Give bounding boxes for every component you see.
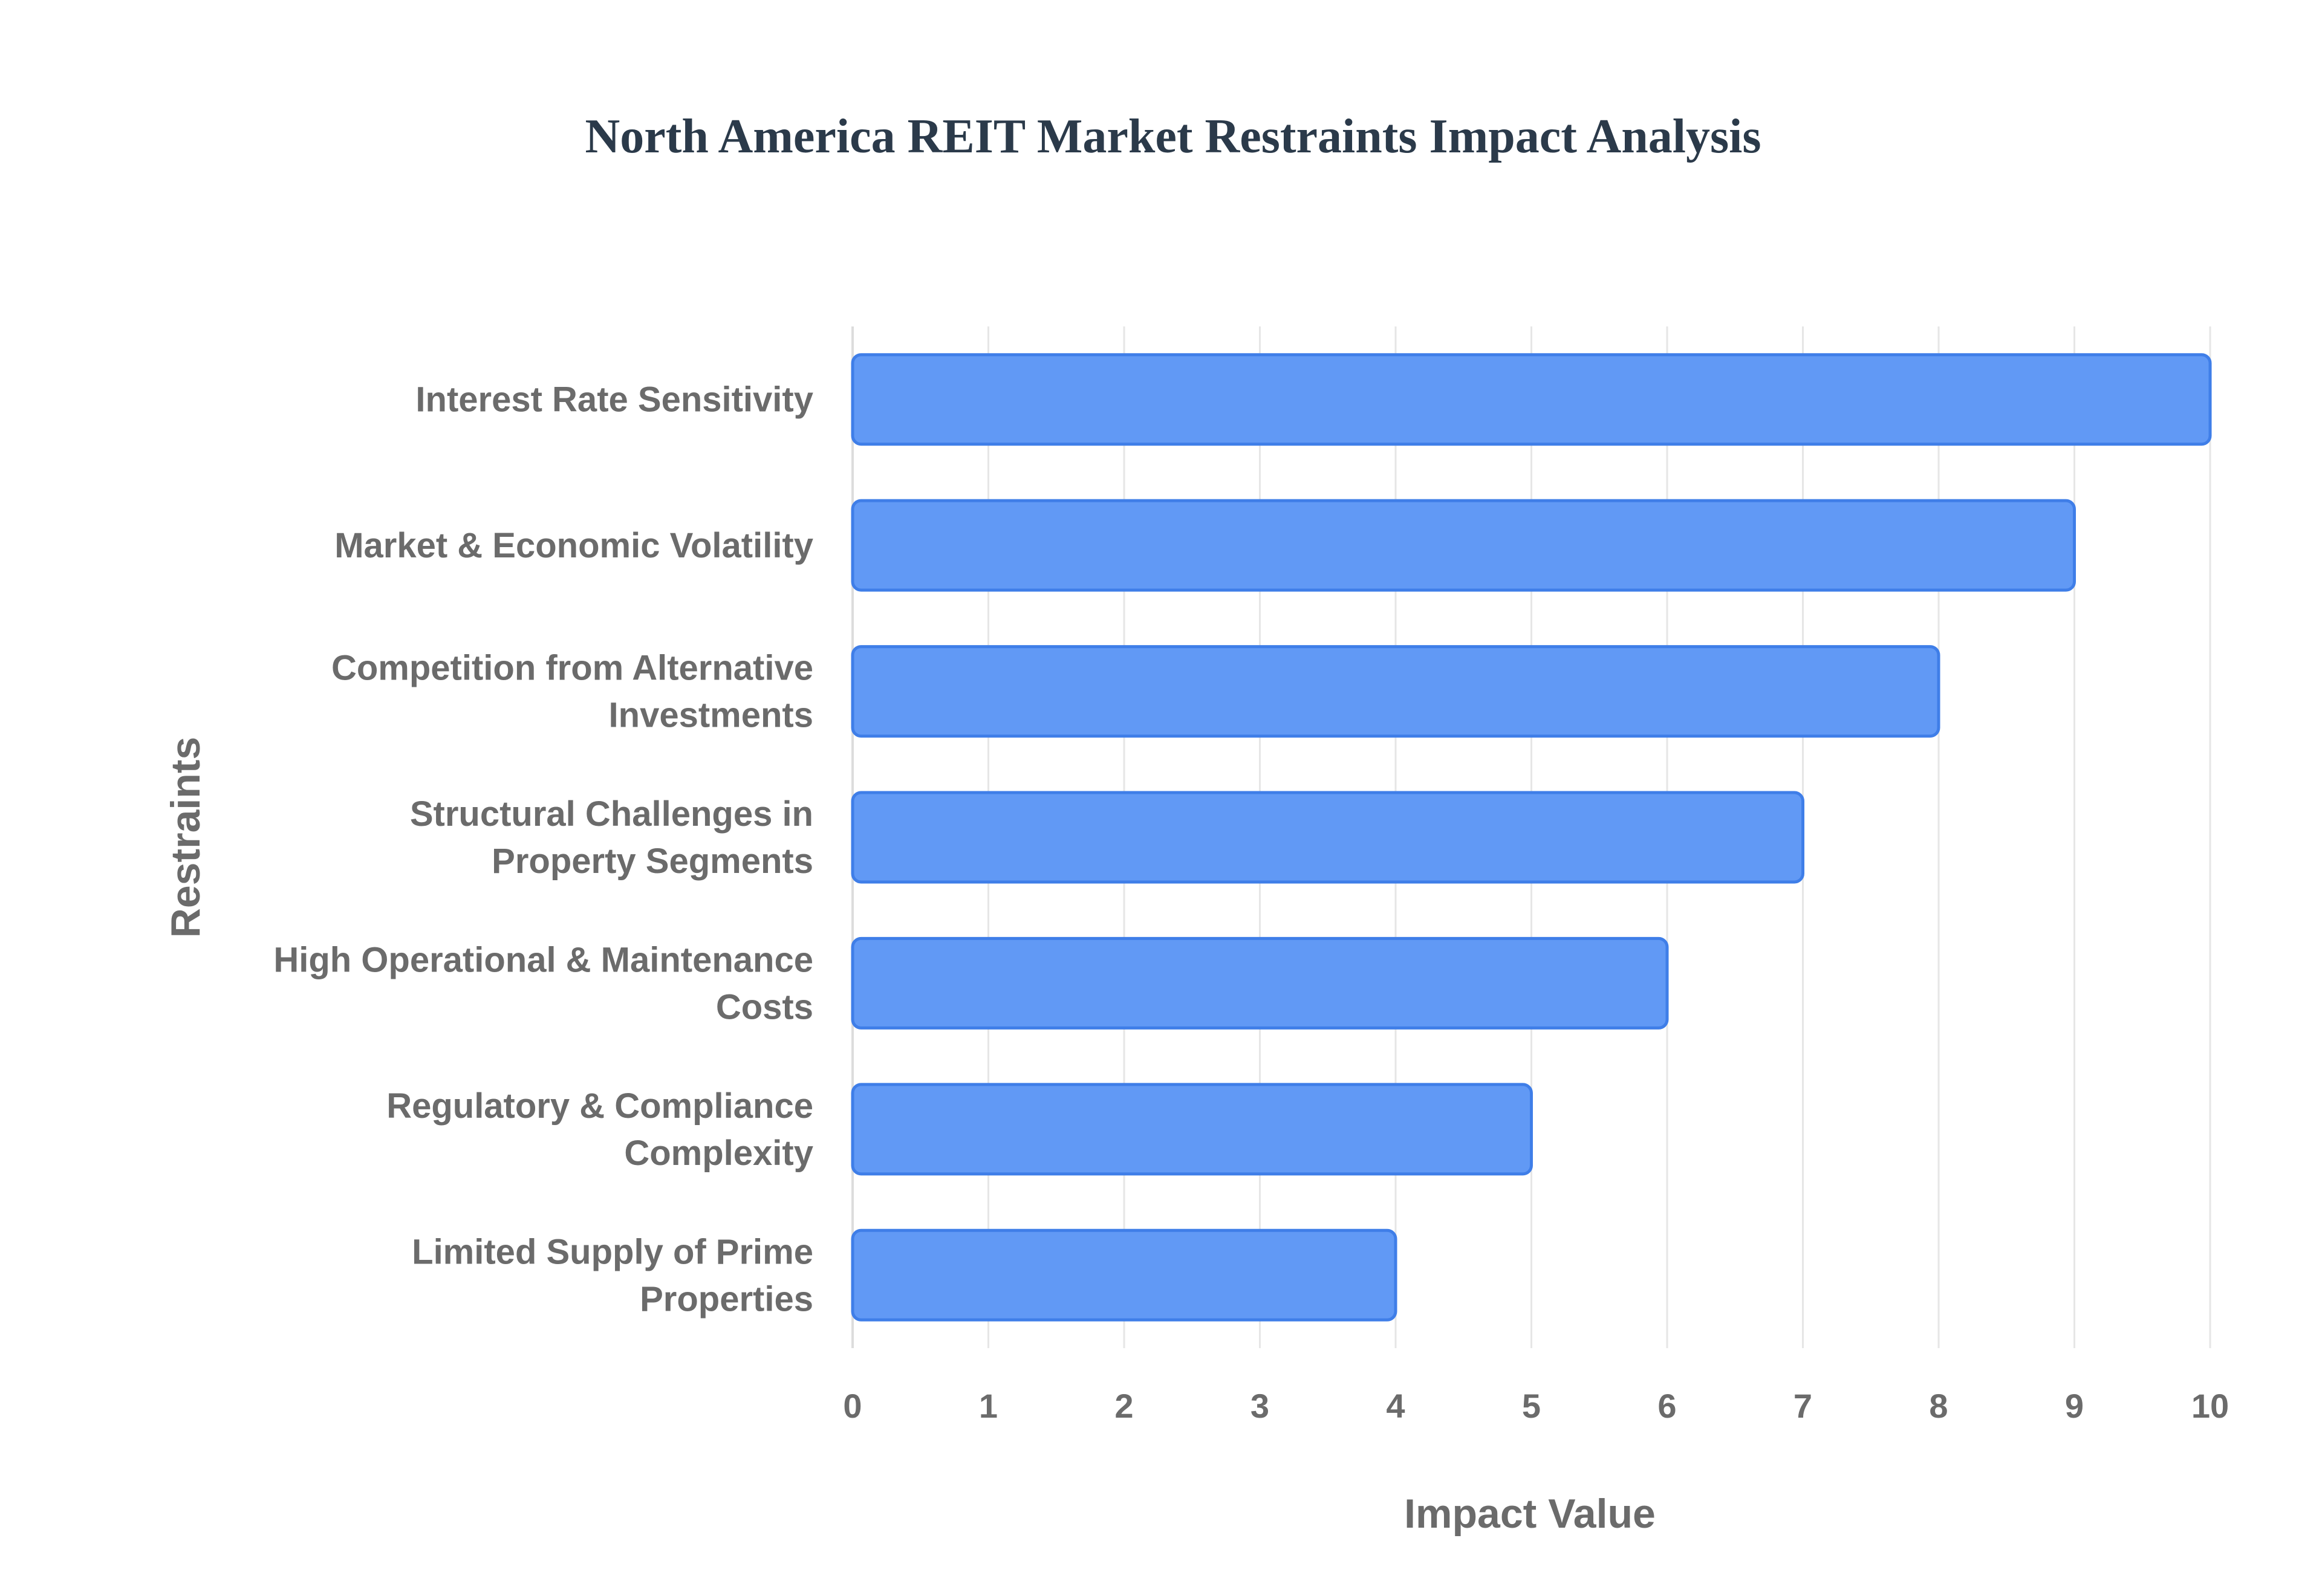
bar: [851, 936, 1669, 1030]
category-label: Market & Economic Volatility: [334, 526, 813, 565]
x-axis-title: Impact Value: [1404, 1491, 1656, 1537]
x-tick-label: 3: [1250, 1387, 1269, 1425]
bar: [851, 791, 1804, 884]
bar: [851, 1228, 1397, 1322]
bars: [851, 353, 2212, 1322]
y-axis-title: Restraints: [163, 737, 209, 938]
bar: [851, 353, 2212, 446]
category-label: Interest Rate Sensitivity: [415, 380, 813, 420]
category-label: Limited Supply of Prime Properties: [412, 1232, 813, 1319]
category-label: High Operational & Maintenance Costs: [273, 940, 813, 1027]
bar: [851, 499, 2076, 592]
category-label: Structural Challenges in Property Segment…: [410, 794, 813, 881]
x-tick-labels: 0 1 2 3 4 5 6 7 8 9 10: [843, 1387, 2229, 1425]
x-tick-label: 1: [979, 1387, 998, 1425]
chart-title: North America REIT Market Restraints Imp…: [585, 110, 1761, 163]
category-label: Regulatory & Compliance Complexity: [386, 1086, 813, 1173]
bar: [851, 645, 1940, 738]
category-label: Competition from Alternative Investments: [331, 649, 813, 735]
category-labels: Interest Rate Sensitivity Market & Econom…: [273, 380, 813, 1319]
bar: [851, 1083, 1533, 1176]
x-tick-label: 4: [1386, 1387, 1405, 1425]
x-tick-label: 7: [1794, 1387, 1812, 1425]
x-tick-label: 6: [1657, 1387, 1676, 1425]
x-tick-label: 8: [1929, 1387, 1948, 1425]
x-tick-label: 10: [2191, 1387, 2229, 1425]
x-tick-label: 5: [1522, 1387, 1541, 1425]
x-tick-label: 0: [843, 1387, 862, 1425]
x-tick-label: 9: [2065, 1387, 2084, 1425]
x-tick-label: 2: [1114, 1387, 1133, 1425]
